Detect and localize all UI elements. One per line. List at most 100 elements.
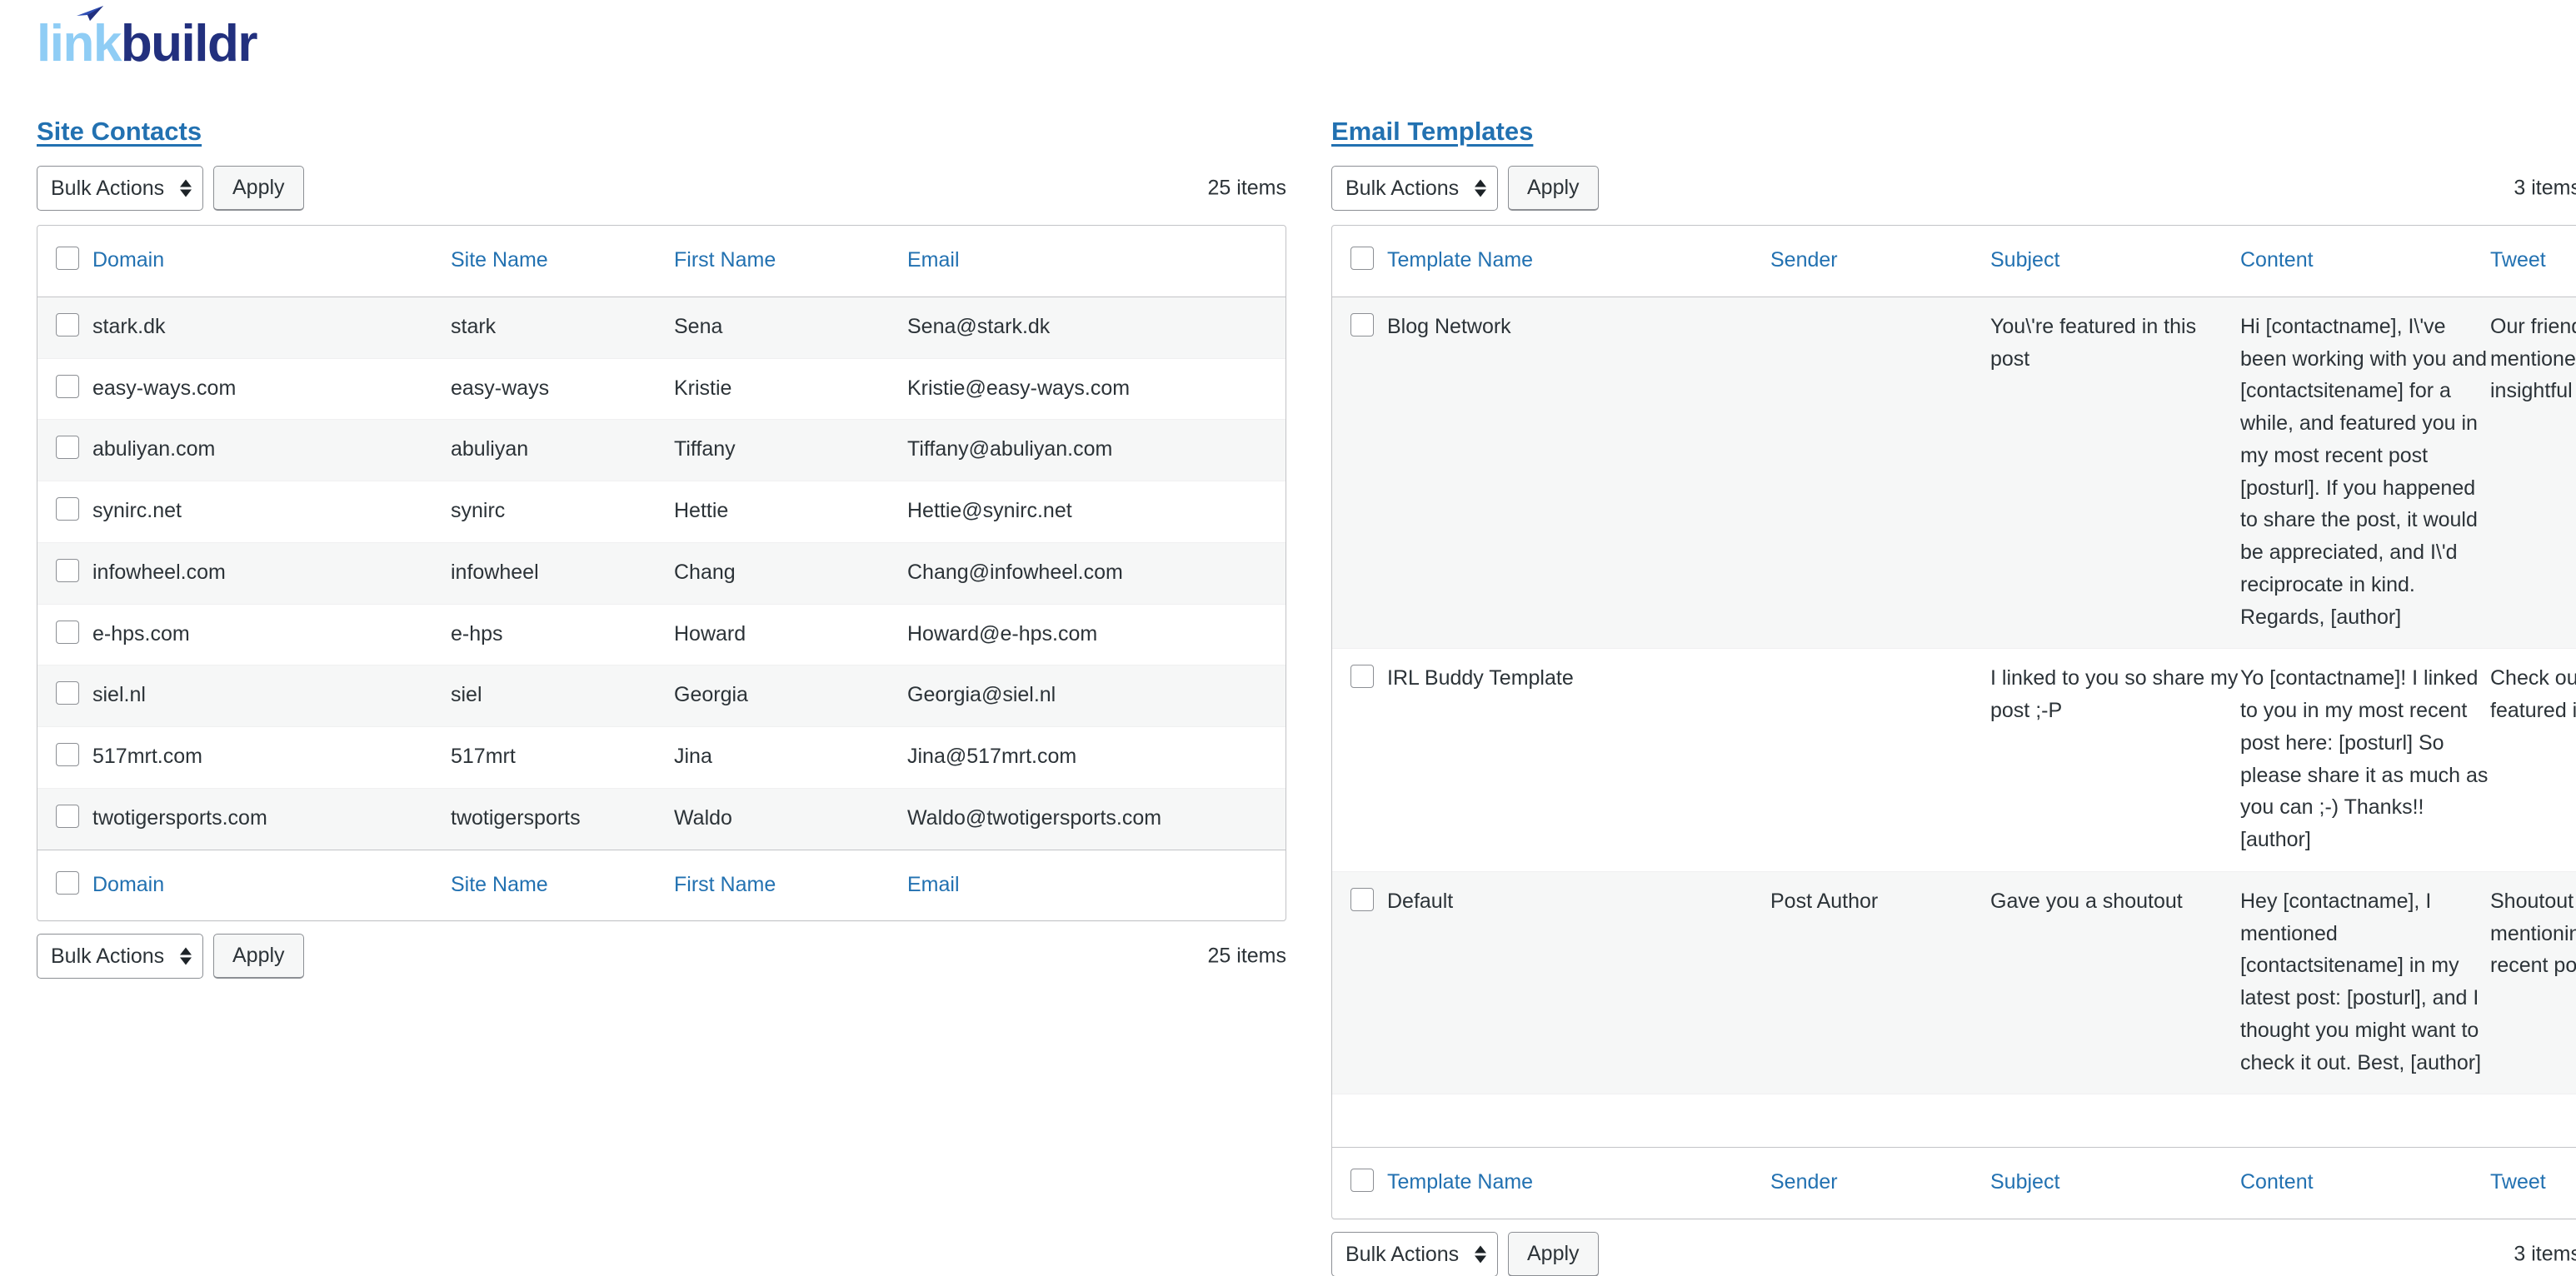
table-row[interactable]: Blog Network You\'re featured in this pos…: [1332, 297, 2576, 649]
select-all-header-bottom-right: [1332, 1147, 1387, 1219]
paper-plane-icon: [77, 6, 103, 21]
apply-button-top-right[interactable]: Apply: [1508, 166, 1599, 211]
column-header-domain-top[interactable]: Domain: [92, 226, 451, 297]
site-contacts-tablenav-top: Bulk Actions Apply 25 items: [37, 165, 1286, 212]
items-count-bottom-left: 25 items: [1207, 944, 1286, 968]
cell-email: Howard@e-hps.com: [907, 603, 1286, 665]
row-checkbox[interactable]: [1350, 887, 1374, 911]
apply-button-bottom-left[interactable]: Apply: [213, 934, 304, 979]
select-all-checkbox-top-right[interactable]: [1350, 247, 1374, 270]
table-row[interactable]: easy-ways.com easy-ways Kristie Kristie@eas…: [37, 357, 1286, 420]
cell-email: Tiffany@abuliyan.com: [907, 419, 1286, 481]
cell-domain: twotigersports.com: [92, 787, 451, 850]
cell-template-name: Blog Network: [1387, 297, 1770, 649]
column-header-first-name-bottom[interactable]: First Name: [674, 849, 907, 921]
apply-button-top-left[interactable]: Apply: [213, 166, 304, 211]
apply-button-bottom-right[interactable]: Apply: [1508, 1232, 1599, 1276]
cell-content: Yo [contactname]! I linked to you in my …: [2240, 648, 2490, 871]
bulk-actions-select-bottom-right[interactable]: Bulk Actions: [1331, 1232, 1498, 1276]
row-select-cell: [1332, 297, 1387, 649]
column-header-site-name-top[interactable]: Site Name: [451, 226, 674, 297]
row-checkbox[interactable]: [56, 558, 79, 582]
bulk-actions-select-top-right[interactable]: Bulk Actions: [1331, 166, 1498, 211]
select-all-header-top-left: [37, 226, 92, 297]
column-header-sender-bottom[interactable]: Sender: [1770, 1147, 1990, 1219]
row-checkbox[interactable]: [56, 681, 79, 705]
row-select-cell: [37, 787, 92, 850]
table-row[interactable]: 517mrt.com 517mrt Jina Jina@517mrt.com: [37, 726, 1286, 788]
cell-tweet: Shoutout to [author] for mentioning me i…: [2490, 870, 2576, 1094]
column-header-sender-top[interactable]: Sender: [1770, 226, 1990, 297]
table-footer-row: Template Name Sender Subject Content Twe…: [1332, 1147, 2576, 1219]
email-templates-panel: Email Templates Bulk Actions Apply 3 ite…: [1331, 117, 2576, 1276]
row-select-cell: [37, 726, 92, 788]
cell-site-name: e-hps: [451, 603, 674, 665]
bulk-actions-select-wrapper-top-right[interactable]: Bulk Actions: [1331, 166, 1498, 211]
email-templates-tbody: Blog Network You\'re featured in this pos…: [1332, 297, 2576, 1148]
email-templates-title[interactable]: Email Templates: [1331, 117, 1534, 146]
row-checkbox[interactable]: [56, 804, 79, 828]
bulk-actions-select-wrapper-bottom-right[interactable]: Bulk Actions: [1331, 1232, 1498, 1276]
row-checkbox[interactable]: [1350, 312, 1374, 336]
cell-domain: abuliyan.com: [92, 419, 451, 481]
row-checkbox[interactable]: [1350, 665, 1374, 689]
column-header-content-top[interactable]: Content: [2240, 226, 2490, 297]
column-header-subject-top[interactable]: Subject: [1990, 226, 2240, 297]
app-logo[interactable]: linkbuildr: [37, 6, 258, 70]
bulk-actions-select-wrapper-top-left[interactable]: Bulk Actions: [37, 166, 203, 211]
table-row[interactable]: siel.nl siel Georgia Georgia@siel.nl: [37, 665, 1286, 726]
cell-domain: infowheel.com: [92, 541, 451, 604]
row-checkbox[interactable]: [56, 743, 79, 766]
bulk-actions-select-wrapper-bottom-left[interactable]: Bulk Actions: [37, 934, 203, 979]
table-row[interactable]: twotigersports.com twotigersports Waldo Wal…: [37, 787, 1286, 850]
row-select-cell: [1332, 870, 1387, 1094]
table-footer-row: Domain Site Name First Name Email: [37, 849, 1286, 921]
column-header-tweet-bottom[interactable]: Tweet: [2490, 1147, 2576, 1219]
cell-first-name: Chang: [674, 541, 907, 604]
table-header-row: Domain Site Name First Name Email: [37, 226, 1286, 297]
table-row[interactable]: e-hps.com e-hps Howard Howard@e-hps.com: [37, 603, 1286, 665]
column-header-template-name-bottom[interactable]: Template Name: [1387, 1147, 1770, 1219]
items-count-top-left: 25 items: [1207, 176, 1286, 200]
cell-first-name: Waldo: [674, 787, 907, 850]
logo-text: linkbuildr: [37, 6, 258, 70]
row-checkbox[interactable]: [56, 436, 79, 460]
email-templates-tfoot: Template Name Sender Subject Content Twe…: [1332, 1147, 2576, 1219]
column-header-subject-bottom[interactable]: Subject: [1990, 1147, 2240, 1219]
column-header-first-name-top[interactable]: First Name: [674, 226, 907, 297]
column-header-email-top[interactable]: Email: [907, 226, 1286, 297]
cell-content: Hey [contactname], I mentioned [contacts…: [2240, 870, 2490, 1094]
column-header-content-bottom[interactable]: Content: [2240, 1147, 2490, 1219]
row-select-cell: [37, 603, 92, 665]
cell-sender: [1770, 297, 1990, 649]
table-row[interactable]: stark.dk stark Sena Sena@stark.dk: [37, 297, 1286, 358]
bulk-actions-select-top-left[interactable]: Bulk Actions: [37, 166, 203, 211]
table-row[interactable]: infowheel.com infowheel Chang Chang@infowhe…: [37, 541, 1286, 604]
column-header-tweet-top[interactable]: Tweet: [2490, 226, 2576, 297]
cell-email: Kristie@easy-ways.com: [907, 357, 1286, 420]
email-templates-tablenav-top: Bulk Actions Apply 3 items: [1331, 165, 2576, 212]
table-row[interactable]: Default Post Author Gave you a shoutout Hey…: [1332, 870, 2576, 1094]
row-checkbox[interactable]: [56, 497, 79, 521]
bulk-actions-select-bottom-left[interactable]: Bulk Actions: [37, 934, 203, 979]
column-header-template-name-top[interactable]: Template Name: [1387, 226, 1770, 297]
select-all-checkbox-top-left[interactable]: [56, 247, 79, 270]
site-contacts-title[interactable]: Site Contacts: [37, 117, 202, 146]
row-checkbox[interactable]: [56, 374, 79, 398]
site-contacts-tablenav-bottom: Bulk Actions Apply 25 items: [37, 933, 1286, 979]
cell-first-name: Kristie: [674, 357, 907, 420]
column-header-domain-bottom[interactable]: Domain: [92, 849, 451, 921]
cell-site-name: stark: [451, 297, 674, 358]
table-row[interactable]: abuliyan.com abuliyan Tiffany Tiffany@abuli…: [37, 419, 1286, 481]
column-header-email-bottom[interactable]: Email: [907, 849, 1286, 921]
column-header-site-name-bottom[interactable]: Site Name: [451, 849, 674, 921]
select-all-header-bottom-left: [37, 849, 92, 921]
cell-first-name: Howard: [674, 603, 907, 665]
row-checkbox[interactable]: [56, 620, 79, 644]
table-row[interactable]: IRL Buddy Template I linked to you so sha…: [1332, 648, 2576, 871]
table-row[interactable]: synirc.net synirc Hettie Hettie@synirc.net: [37, 481, 1286, 542]
select-all-checkbox-bottom-right[interactable]: [1350, 1169, 1374, 1193]
cell-site-name: synirc: [451, 481, 674, 542]
row-checkbox[interactable]: [56, 312, 79, 336]
select-all-checkbox-bottom-left[interactable]: [56, 870, 79, 895]
